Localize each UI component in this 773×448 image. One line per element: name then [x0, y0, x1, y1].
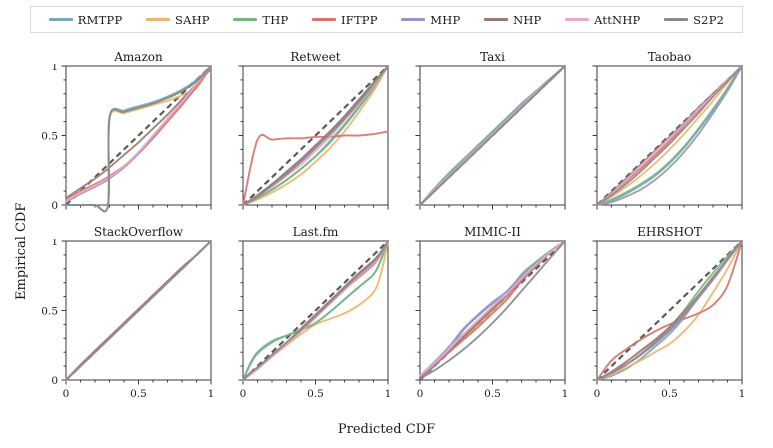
x-tick-label: 0	[240, 388, 247, 400]
x-tick-label: 0.5	[661, 388, 678, 400]
series-line-sahp	[596, 65, 743, 206]
legend-label: THP	[262, 12, 289, 27]
y-tick-label: 0	[51, 375, 58, 387]
series-line-thp	[596, 65, 743, 206]
legend-swatch-iftpp-icon	[312, 18, 337, 21]
legend-entry-s2p2[interactable]: S2P2	[664, 13, 724, 27]
legend-entry-iftpp[interactable]: IFTPP	[312, 13, 378, 27]
y-tick-label: 1	[51, 64, 58, 73]
panel-title: Last.fm	[292, 225, 339, 239]
series-line-iftpp	[596, 240, 743, 381]
series-line-s2p2	[242, 240, 389, 381]
y-tick-label: 0.5	[41, 131, 58, 143]
plot-area: 0 0.5 1 0 0.5 1	[41, 239, 213, 400]
legend-label: RMTPP	[77, 12, 123, 27]
series-line-attnhp	[242, 240, 389, 381]
series-line-s2p2	[419, 65, 566, 206]
legend-swatch-nhp-icon	[484, 18, 509, 21]
reference-diagonal	[242, 240, 389, 381]
panel-stackoverflow: StackOverflow 0 0.5 1 0 0.5 1	[41, 225, 213, 400]
series-line-s2p2	[419, 240, 566, 380]
plot-area	[592, 65, 743, 210]
series-line-thp	[242, 65, 389, 206]
legend-swatch-mhp-icon	[401, 18, 426, 21]
panel-mimic-ii: MIMIC-II 0 0.5 1	[415, 225, 567, 400]
plot-area	[415, 65, 566, 210]
panel-ehrshot: EHRSHOT 0 0.5 1	[592, 225, 744, 400]
series-line-attnhp	[65, 65, 212, 202]
legend-entry-attnhp[interactable]: AttNHP	[565, 13, 640, 27]
legend-label: SAHP	[175, 12, 210, 27]
panel-title: Retweet	[290, 50, 341, 64]
series-line-s2p2	[65, 65, 212, 213]
plot-area	[238, 65, 389, 210]
series-line-s2p2	[596, 240, 743, 381]
panel-retweet: Retweet	[238, 50, 389, 210]
x-tick-label: 0	[63, 388, 70, 400]
panel-last-fm: Last.fm 0 0.5 1	[238, 225, 390, 400]
legend-entry-nhp[interactable]: NHP	[484, 13, 541, 27]
series-line-attnhp	[419, 240, 566, 377]
series-line-s2p2	[242, 65, 389, 206]
x-tick-label: 0	[417, 388, 424, 400]
legend-label: S2P2	[693, 12, 725, 27]
x-tick-label: 0.5	[484, 388, 501, 400]
legend-entry-mhp[interactable]: MHP	[401, 13, 460, 27]
legend: RMTPP SAHP THP IFTPP MHP NHP AttNHP S2P2	[30, 6, 743, 33]
panel-taxi: Taxi	[415, 50, 566, 210]
x-tick-label: 0	[594, 388, 601, 400]
legend-entry-rmtpp[interactable]: RMTPP	[48, 12, 123, 27]
legend-entry-sahp[interactable]: SAHP	[146, 13, 210, 27]
reference-diagonal	[242, 65, 389, 206]
plot-area: 00.51	[41, 64, 212, 213]
series-line-nhp	[65, 67, 212, 199]
x-tick-label: 1	[562, 388, 567, 400]
series-line-nhp	[242, 65, 389, 206]
legend-swatch-attnhp-icon	[565, 18, 590, 21]
x-tick-label: 1	[208, 388, 213, 400]
series-line-sahp	[242, 65, 389, 206]
series-line-s2p2	[65, 240, 212, 381]
panel-amazon: Amazon 0 0.5 1	[41, 50, 212, 213]
series-line-thp	[242, 240, 389, 381]
x-tick-label: 0.5	[307, 388, 324, 400]
series-line-iftpp	[242, 130, 389, 206]
legend-swatch-s2p2-icon	[664, 18, 689, 21]
series-line-mhp	[596, 65, 743, 206]
panel-title: EHRSHOT	[637, 225, 702, 239]
legend-swatch-sahp-icon	[146, 18, 170, 21]
reference-diagonal	[596, 65, 743, 206]
series-line-sahp	[596, 240, 743, 381]
y-tick-label: 0.5	[41, 306, 58, 318]
panel-title: Taobao	[647, 50, 692, 64]
panel-taobao: Taobao	[592, 50, 743, 210]
legend-swatch-rmtpp-icon	[48, 18, 73, 21]
legend-label: MHP	[430, 12, 461, 27]
panel-title: Taxi	[480, 50, 505, 64]
y-tick-label: 1	[51, 239, 58, 248]
legend-label: IFTPP	[341, 12, 378, 27]
panel-title: StackOverflow	[93, 225, 184, 239]
x-tick-label: 0.5	[130, 388, 147, 400]
y-tick-label: 0	[51, 200, 58, 212]
x-tick-label: 1	[739, 388, 744, 400]
panel-title: Amazon	[114, 50, 163, 64]
reference-diagonal	[596, 240, 743, 381]
legend-label: AttNHP	[594, 12, 641, 27]
series-line-s2p2	[596, 65, 743, 206]
panel-title: MIMIC-II	[464, 225, 521, 239]
legend-label: NHP	[513, 12, 542, 27]
x-axis-label: Predicted CDF	[337, 422, 436, 437]
x-tick-label: 1	[385, 388, 390, 400]
legend-swatch-thp-icon	[233, 18, 258, 21]
legend-entry-thp[interactable]: THP	[233, 13, 288, 27]
